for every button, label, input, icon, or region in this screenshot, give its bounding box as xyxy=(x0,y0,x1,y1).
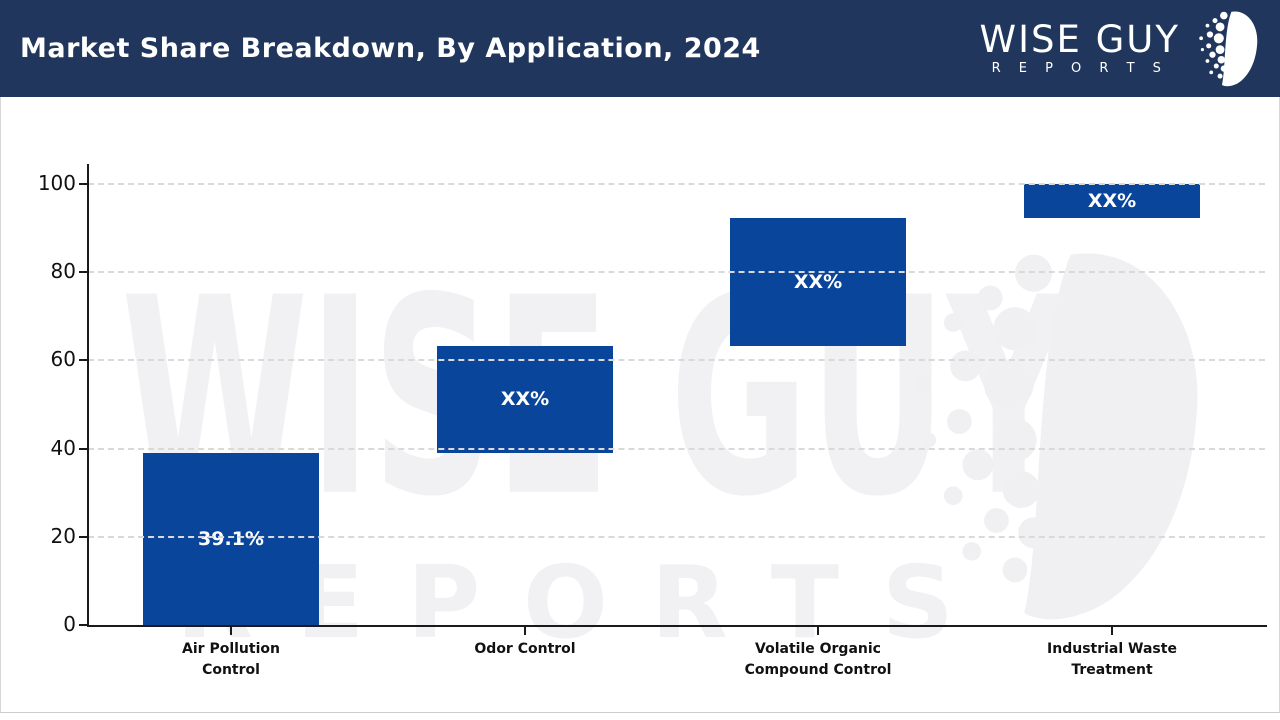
y-tick-mark xyxy=(79,447,87,450)
chart-area: WISE GUY R E P O R T S 39.1% XX% XX% XX% 0 20… xyxy=(0,97,1280,713)
wise-guy-logo: WISE GUY R E P O R T S xyxy=(980,5,1270,92)
y-tick-label: 0 xyxy=(63,612,76,636)
y-tick-label: 60 xyxy=(50,347,76,372)
x-tick-mark xyxy=(230,627,232,635)
x-tick-label-4: Industrial Waste Treatment xyxy=(1047,641,1177,678)
x-tick-mark xyxy=(817,627,819,635)
y-tick-label: 40 xyxy=(50,435,76,460)
bar-value-label: XX% xyxy=(500,388,550,411)
y-tick-mark xyxy=(79,624,87,626)
x-tick-label-1: Air Pollution Control xyxy=(182,641,280,678)
y-tick-label: 100 xyxy=(37,171,76,195)
x-tick-mark xyxy=(1111,627,1113,635)
gridline-80 xyxy=(88,271,1265,274)
bar-1: 39.1% xyxy=(143,452,319,625)
logo-sub-text: R E P O R T S xyxy=(991,60,1168,76)
gridline-60 xyxy=(88,359,1265,362)
gridline-20 xyxy=(88,535,1265,538)
y-tick-mark xyxy=(79,271,87,274)
bar-value-label: XX% xyxy=(793,270,843,293)
x-tick-label-3: Volatile Organic Compound Control xyxy=(744,641,892,678)
bar-value-label: XX% xyxy=(1087,189,1137,212)
logo-brand-text: WISE GUY xyxy=(979,18,1180,62)
page-title: Market Share Breakdown, By Application, … xyxy=(20,33,761,64)
y-axis-spine xyxy=(87,164,89,627)
header-bar: Market Share Breakdown, By Application, … xyxy=(0,0,1280,97)
plot: 39.1% XX% XX% XX% 0 20 40 60 80 100 Air Pollution … xyxy=(1,97,1279,712)
y-tick-label: 20 xyxy=(50,523,76,548)
y-tick-mark xyxy=(79,535,87,538)
bar-2: XX% xyxy=(437,345,613,453)
bar-4: XX% xyxy=(1024,184,1200,218)
y-tick-label: 80 xyxy=(50,259,76,284)
x-axis-spine xyxy=(87,625,1267,627)
gridline-40 xyxy=(88,447,1265,450)
gridline-100 xyxy=(88,183,1265,185)
logo-head-icon xyxy=(1199,11,1258,86)
y-tick-mark xyxy=(79,359,87,362)
x-tick-mark xyxy=(524,627,526,635)
bar-value-label: 39.1% xyxy=(198,527,264,550)
x-tick-label-2: Odor Control xyxy=(474,641,576,657)
y-tick-mark xyxy=(79,183,87,185)
logo-text: WISE GUY R E P O R T S xyxy=(979,18,1180,76)
bar-3: XX% xyxy=(730,217,906,346)
